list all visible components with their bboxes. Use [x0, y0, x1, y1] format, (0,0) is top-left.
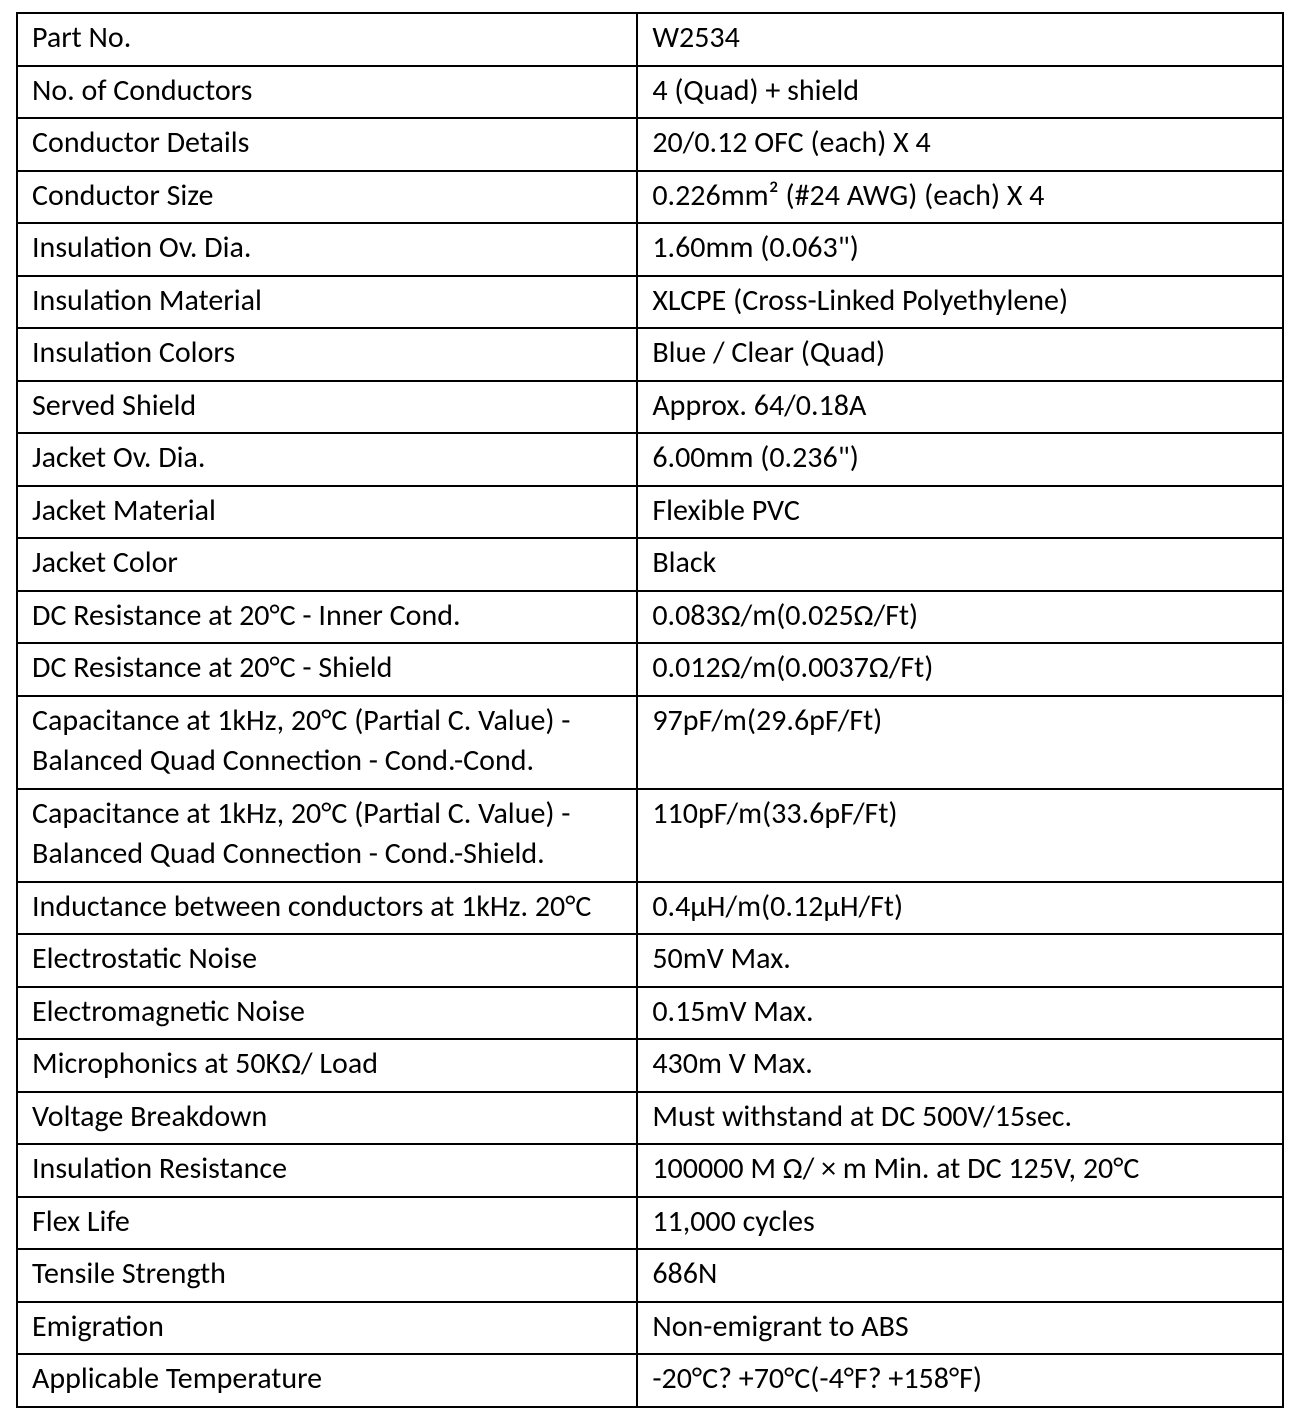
spec-value: Blue / Clear (Quad) — [637, 328, 1283, 381]
spec-label: Inductance between conductors at 1kHz. 2… — [17, 882, 637, 935]
spec-label: Capacitance at 1kHz, 20°C (Partial C. Va… — [17, 696, 637, 789]
spec-label: Tensile Strength — [17, 1249, 637, 1302]
spec-label: Jacket Color — [17, 538, 637, 591]
spec-value: 6.00mm (0.236") — [637, 433, 1283, 486]
spec-value: 0.012Ω/m(0.0037Ω/Ft) — [637, 643, 1283, 696]
spec-value: 4 (Quad) + shield — [637, 66, 1283, 119]
table-row: Insulation ColorsBlue / Clear (Quad) — [17, 328, 1283, 381]
spec-label: Flex Life — [17, 1197, 637, 1250]
spec-value: -20°C? +70°C(-4°F? +158°F) — [637, 1354, 1283, 1407]
table-row: Insulation Ov. Dia.1.60mm (0.063") — [17, 223, 1283, 276]
spec-label: Part No. — [17, 13, 637, 66]
spec-label: Electromagnetic Noise — [17, 987, 637, 1040]
spec-table: Part No.W2534 No. of Conductors4 (Quad) … — [16, 12, 1284, 1408]
table-row: Applicable Temperature-20°C? +70°C(-4°F?… — [17, 1354, 1283, 1407]
table-row: DC Resistance at 20°C - Shield0.012Ω/m(0… — [17, 643, 1283, 696]
spec-value: 20/0.12 OFC (each) X 4 — [637, 118, 1283, 171]
spec-value: 11,000 cycles — [637, 1197, 1283, 1250]
spec-label: Conductor Details — [17, 118, 637, 171]
spec-label: Jacket Material — [17, 486, 637, 539]
spec-label: Insulation Material — [17, 276, 637, 329]
spec-value: 50mV Max. — [637, 934, 1283, 987]
spec-value: 100000 M Ω/ × m Min. at DC 125V, 20°C — [637, 1144, 1283, 1197]
spec-value: Non-emigrant to ABS — [637, 1302, 1283, 1355]
table-row: No. of Conductors4 (Quad) + shield — [17, 66, 1283, 119]
table-row: Jacket Ov. Dia.6.00mm (0.236") — [17, 433, 1283, 486]
spec-label: Conductor Size — [17, 171, 637, 224]
spec-value: 430m V Max. — [637, 1039, 1283, 1092]
table-row: Conductor Size0.226mm² (#24 AWG) (each) … — [17, 171, 1283, 224]
spec-value: Approx. 64/0.18A — [637, 381, 1283, 434]
table-row: Microphonics at 50KΩ/ Load430m V Max. — [17, 1039, 1283, 1092]
spec-label: Capacitance at 1kHz, 20°C (Partial C. Va… — [17, 789, 637, 882]
table-row: Insulation Resistance100000 M Ω/ × m Min… — [17, 1144, 1283, 1197]
table-row: Jacket MaterialFlexible PVC — [17, 486, 1283, 539]
spec-label: Electrostatic Noise — [17, 934, 637, 987]
spec-label: DC Resistance at 20°C - Shield — [17, 643, 637, 696]
spec-value: 110pF/m(33.6pF/Ft) — [637, 789, 1283, 882]
table-row: EmigrationNon-emigrant to ABS — [17, 1302, 1283, 1355]
table-row: Capacitance at 1kHz, 20°C (Partial C. Va… — [17, 696, 1283, 789]
spec-label: Jacket Ov. Dia. — [17, 433, 637, 486]
spec-value: 0.15mV Max. — [637, 987, 1283, 1040]
spec-label: No. of Conductors — [17, 66, 637, 119]
spec-value: XLCPE (Cross-Linked Polyethylene) — [637, 276, 1283, 329]
table-row: Electrostatic Noise50mV Max. — [17, 934, 1283, 987]
table-row: Insulation MaterialXLCPE (Cross-Linked P… — [17, 276, 1283, 329]
table-row: Inductance between conductors at 1kHz. 2… — [17, 882, 1283, 935]
table-row: Part No.W2534 — [17, 13, 1283, 66]
spec-label: Emigration — [17, 1302, 637, 1355]
spec-value: 97pF/m(29.6pF/Ft) — [637, 696, 1283, 789]
spec-label: Insulation Ov. Dia. — [17, 223, 637, 276]
spec-table-body: Part No.W2534 No. of Conductors4 (Quad) … — [17, 13, 1283, 1407]
spec-label: Microphonics at 50KΩ/ Load — [17, 1039, 637, 1092]
spec-value: 686N — [637, 1249, 1283, 1302]
table-row: Electromagnetic Noise0.15mV Max. — [17, 987, 1283, 1040]
spec-value: W2534 — [637, 13, 1283, 66]
spec-label: Voltage Breakdown — [17, 1092, 637, 1145]
table-row: DC Resistance at 20°C - Inner Cond.0.083… — [17, 591, 1283, 644]
table-row: Capacitance at 1kHz, 20°C (Partial C. Va… — [17, 789, 1283, 882]
table-row: Served ShieldApprox. 64/0.18A — [17, 381, 1283, 434]
table-row: Voltage BreakdownMust withstand at DC 50… — [17, 1092, 1283, 1145]
spec-value: Flexible PVC — [637, 486, 1283, 539]
spec-value: 0.226mm² (#24 AWG) (each) X 4 — [637, 171, 1283, 224]
spec-label: Insulation Colors — [17, 328, 637, 381]
spec-value: 0.083Ω/m(0.025Ω/Ft) — [637, 591, 1283, 644]
table-row: Tensile Strength686N — [17, 1249, 1283, 1302]
spec-label: DC Resistance at 20°C - Inner Cond. — [17, 591, 637, 644]
spec-label: Applicable Temperature — [17, 1354, 637, 1407]
table-row: Jacket ColorBlack — [17, 538, 1283, 591]
table-row: Conductor Details20/0.12 OFC (each) X 4 — [17, 118, 1283, 171]
spec-value: Black — [637, 538, 1283, 591]
spec-label: Insulation Resistance — [17, 1144, 637, 1197]
spec-value: 1.60mm (0.063") — [637, 223, 1283, 276]
table-row: Flex Life11,000 cycles — [17, 1197, 1283, 1250]
spec-label: Served Shield — [17, 381, 637, 434]
spec-value: Must withstand at DC 500V/15sec. — [637, 1092, 1283, 1145]
spec-value: 0.4μH/m(0.12μH/Ft) — [637, 882, 1283, 935]
